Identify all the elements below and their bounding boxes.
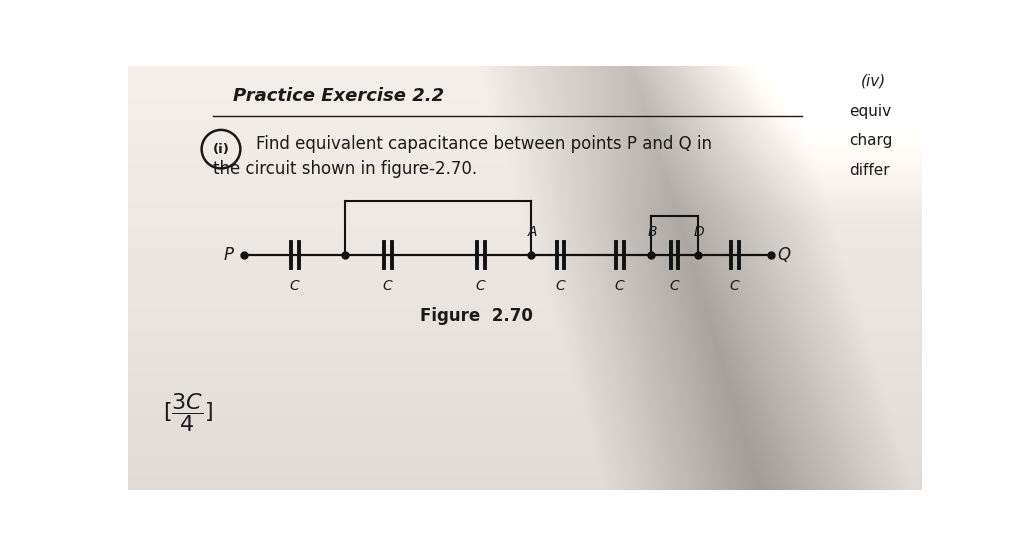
Text: $C$: $C$ [729, 279, 740, 293]
Text: $P$: $P$ [223, 246, 234, 263]
Text: $C$: $C$ [289, 279, 300, 293]
Text: Figure  2.70: Figure 2.70 [420, 307, 534, 325]
Text: $D$: $D$ [693, 226, 706, 239]
Text: (i): (i) [213, 142, 229, 156]
Text: $C$: $C$ [669, 279, 680, 293]
Text: $C$: $C$ [555, 279, 566, 293]
Text: (iv): (iv) [860, 73, 886, 88]
Text: Practice Exercise 2.2: Practice Exercise 2.2 [232, 87, 443, 104]
Text: $[\dfrac{3C}{4}]$: $[\dfrac{3C}{4}]$ [163, 391, 213, 434]
Text: equiv: equiv [849, 104, 891, 119]
Text: $Q$: $Q$ [777, 245, 792, 264]
Text: Find equivalent capacitance between points P and Q in: Find equivalent capacitance between poin… [256, 135, 712, 153]
Text: $C$: $C$ [382, 279, 393, 293]
Text: $A$: $A$ [527, 226, 539, 239]
Text: differ: differ [849, 163, 890, 178]
Text: $C$: $C$ [475, 279, 486, 293]
Text: the circuit shown in figure-2.70.: the circuit shown in figure-2.70. [213, 160, 477, 178]
Text: charg: charg [849, 133, 892, 148]
Text: $C$: $C$ [614, 279, 626, 293]
Text: $B$: $B$ [647, 226, 658, 239]
